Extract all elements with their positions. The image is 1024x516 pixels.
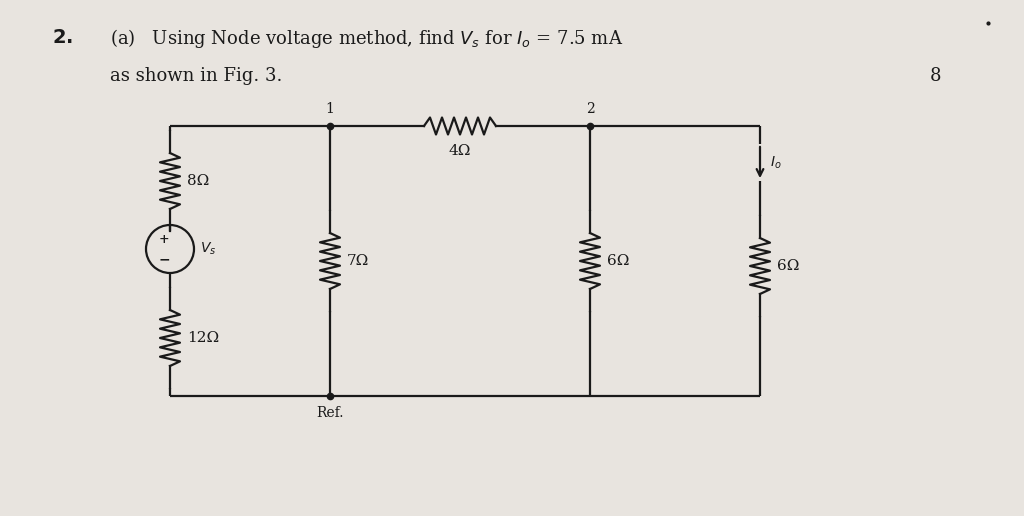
- Text: as shown in Fig. 3.: as shown in Fig. 3.: [110, 67, 283, 85]
- Text: 7Ω: 7Ω: [347, 254, 370, 268]
- Text: $I_o$: $I_o$: [770, 154, 781, 171]
- Text: $\mathbf{2.}$: $\mathbf{2.}$: [52, 29, 73, 47]
- Text: 1: 1: [326, 102, 335, 116]
- Text: 6Ω: 6Ω: [777, 259, 800, 273]
- Text: 2: 2: [586, 102, 594, 116]
- Text: 4Ω: 4Ω: [449, 144, 471, 158]
- Text: +: +: [159, 233, 169, 246]
- Text: Ref.: Ref.: [316, 406, 344, 420]
- Text: $V_s$: $V_s$: [200, 241, 216, 257]
- Text: 8: 8: [930, 67, 941, 85]
- Text: (a)   Using Node voltage method, find $V_s$ for $I_o$ = 7.5 mA: (a) Using Node voltage method, find $V_s…: [110, 26, 624, 50]
- Text: −: −: [158, 252, 170, 266]
- Text: 12Ω: 12Ω: [187, 331, 219, 345]
- Text: 6Ω: 6Ω: [607, 254, 630, 268]
- Text: 8Ω: 8Ω: [187, 174, 209, 188]
